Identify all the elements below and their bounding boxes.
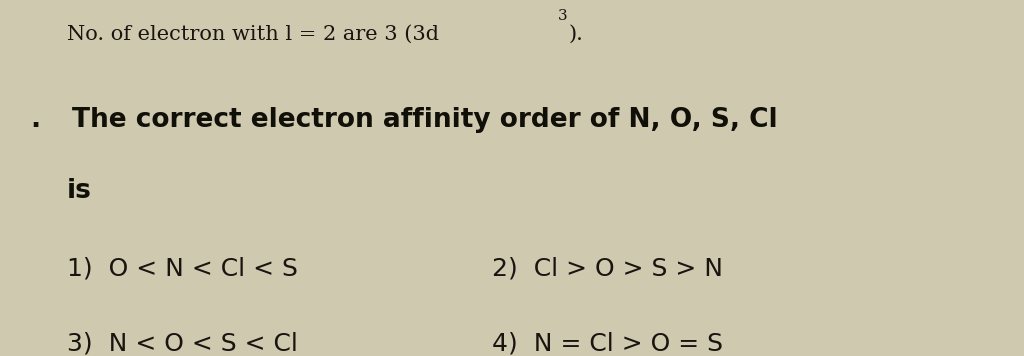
Text: 3)  N < O < S < Cl: 3) N < O < S < Cl bbox=[67, 331, 297, 355]
Text: No. of electron with l = 2 are 3 (3d: No. of electron with l = 2 are 3 (3d bbox=[67, 25, 438, 44]
Text: is: is bbox=[67, 178, 91, 204]
Text: .: . bbox=[31, 107, 41, 133]
Text: 1)  O < N < Cl < S: 1) O < N < Cl < S bbox=[67, 256, 297, 280]
Text: The correct electron affinity order of N, O, S, Cl: The correct electron affinity order of N… bbox=[72, 107, 777, 133]
Text: 4)  N = Cl > O = S: 4) N = Cl > O = S bbox=[492, 331, 723, 355]
Text: ).: ). bbox=[568, 25, 584, 44]
Text: 2)  Cl > O > S > N: 2) Cl > O > S > N bbox=[492, 256, 723, 280]
Text: 3: 3 bbox=[558, 9, 567, 23]
